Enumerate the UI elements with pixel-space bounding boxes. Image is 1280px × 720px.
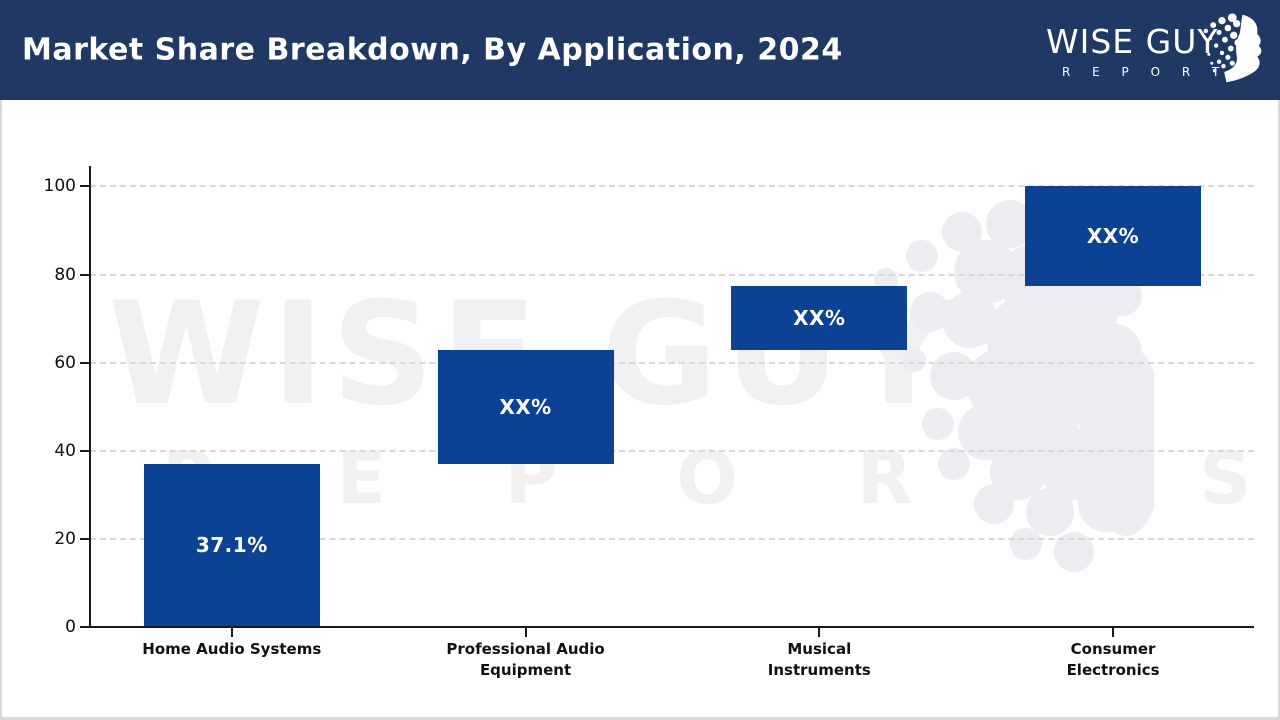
x-category-label: Musical Instruments: [767, 640, 871, 679]
header-bar: Market Share Breakdown, By Application, …: [0, 0, 1280, 100]
x-axis-tick: [230, 628, 233, 637]
x-axis-line: [80, 626, 1254, 628]
y-axis-tick: [80, 185, 90, 188]
y-axis-line: [89, 166, 91, 627]
gridline: [90, 449, 1254, 452]
gridline: [90, 185, 1254, 188]
logo-face-icon: [1203, 13, 1262, 83]
bar-segment: XX%: [437, 350, 614, 464]
y-tick-label: 20: [54, 529, 76, 550]
bar-value-label: XX%: [499, 395, 552, 419]
bar-value-label: XX%: [793, 305, 846, 330]
bar-segment: XX%: [731, 285, 908, 351]
y-axis-tick: [80, 626, 90, 629]
gridline: [90, 361, 1254, 364]
x-category-label: Consumer Electronics: [1066, 640, 1160, 679]
y-tick-label: 80: [54, 264, 76, 285]
y-axis-tick: [80, 449, 90, 452]
chart-title: Market Share Breakdown, By Application, …: [22, 32, 843, 68]
logo-wordmark: WISE GUY: [1046, 22, 1219, 61]
x-category-label: Professional Audio Equipment: [446, 640, 605, 679]
y-tick-label: 60: [54, 352, 76, 373]
bar-segment: XX%: [1025, 186, 1202, 286]
wise-guy-logo: WISE GUY R E P O R T S: [1016, 8, 1266, 92]
y-tick-label: 40: [54, 440, 76, 461]
y-axis-tick: [80, 273, 90, 276]
bar-value-label: 37.1%: [195, 533, 268, 558]
y-axis-tick: [80, 538, 90, 541]
gridline: [90, 538, 1254, 541]
x-axis-tick: [524, 628, 527, 637]
y-axis-tick: [80, 361, 90, 364]
y-tick-label: 0: [65, 617, 76, 638]
x-axis-tick: [1112, 628, 1115, 637]
bar-value-label: XX%: [1086, 223, 1140, 248]
x-axis-tick: [818, 628, 821, 637]
x-category-label: Home Audio Systems: [142, 640, 322, 658]
bar-segment: 37.1%: [143, 463, 320, 628]
logo-subtext: R E P O R T S: [1062, 65, 1258, 79]
y-tick-label: 100: [43, 176, 76, 197]
gridline: [90, 273, 1254, 276]
